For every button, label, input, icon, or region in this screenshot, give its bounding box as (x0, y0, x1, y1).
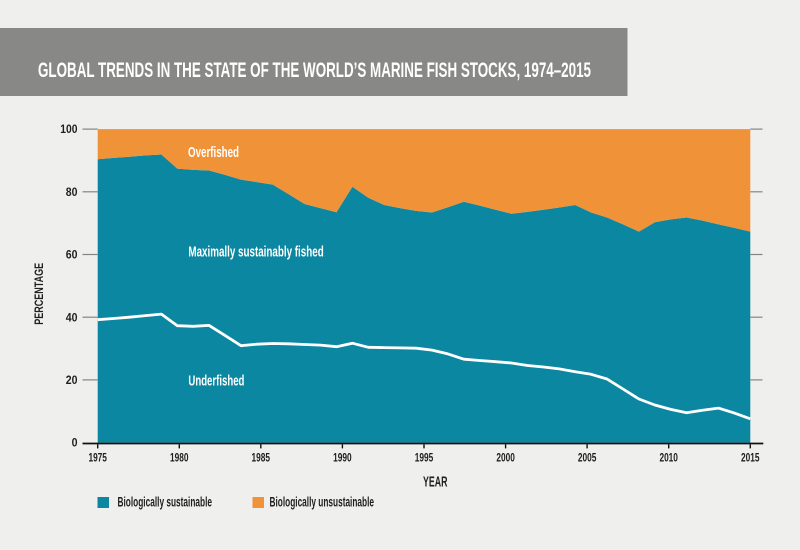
svg-text:Biologically sustainable: Biologically sustainable (118, 494, 213, 510)
svg-text:Biologically unsustainable: Biologically unsustainable (270, 494, 375, 510)
svg-text:2005: 2005 (578, 450, 597, 464)
svg-text:100: 100 (60, 122, 77, 136)
svg-text:1980: 1980 (170, 450, 189, 464)
svg-text:1995: 1995 (415, 450, 434, 464)
svg-text:20: 20 (66, 373, 78, 387)
svg-text:2000: 2000 (496, 450, 515, 464)
svg-text:YEAR: YEAR (423, 475, 448, 491)
svg-text:1990: 1990 (333, 450, 352, 464)
svg-text:2010: 2010 (659, 450, 678, 464)
svg-text:Overfished: Overfished (188, 145, 239, 161)
svg-text:40: 40 (66, 310, 78, 324)
svg-text:80: 80 (66, 185, 78, 199)
svg-text:Underfished: Underfished (188, 373, 244, 389)
svg-text:2015: 2015 (741, 450, 760, 464)
svg-text:1975: 1975 (88, 450, 107, 464)
svg-text:Maximally sustainably fished: Maximally sustainably fished (188, 245, 323, 261)
svg-text:GLOBAL TRENDS IN THE STATE OF: GLOBAL TRENDS IN THE STATE OF THE WORLD’… (38, 58, 591, 82)
svg-text:1985: 1985 (252, 450, 271, 464)
svg-text:60: 60 (66, 248, 78, 262)
svg-text:PERCENTAGE: PERCENTAGE (32, 263, 46, 325)
svg-text:0: 0 (72, 436, 78, 450)
